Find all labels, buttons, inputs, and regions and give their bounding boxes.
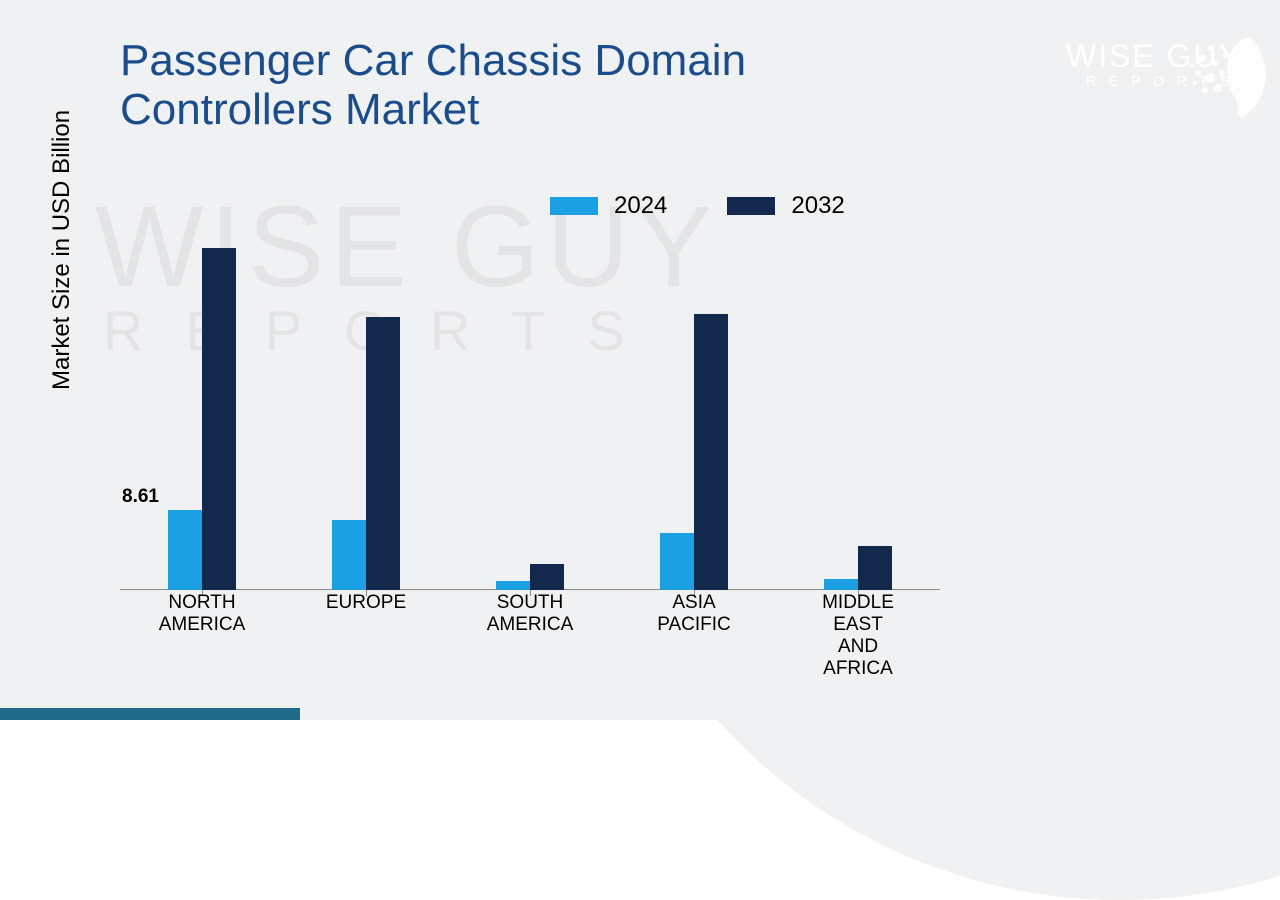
brand-logo: WISE GUY REPORTS: [1066, 38, 1242, 90]
chart-plot-area: 8.61: [120, 220, 940, 590]
x-axis-category-label: MIDDLE EAST AND AFRICA: [793, 592, 923, 679]
chart-title: Passenger Car Chassis Domain Controllers…: [120, 36, 860, 135]
x-axis-category-label: ASIA PACIFIC: [629, 592, 759, 679]
legend-swatch-2024: [550, 197, 598, 215]
x-axis-category-label: EUROPE: [301, 592, 431, 679]
bar: [694, 314, 728, 590]
bar-group: [496, 564, 564, 590]
y-axis-label: Market Size in USD Billion: [48, 110, 76, 390]
logo-text-main: WISE GUY: [1066, 38, 1242, 75]
bar-value-label: 8.61: [122, 486, 159, 508]
bar: [824, 579, 858, 590]
x-axis-labels: NORTH AMERICA EUROPE SOUTH AMERICA ASIA PAC…: [120, 592, 940, 679]
bar: [496, 581, 530, 590]
x-axis-category-label: SOUTH AMERICA: [465, 592, 595, 679]
bottom-accent-bar: [0, 708, 300, 720]
bar-groups: 8.61: [120, 220, 940, 590]
bar-group: [332, 317, 400, 590]
bar: [660, 533, 694, 590]
bar-group: 8.61: [168, 248, 236, 590]
logo-text-sub: REPORTS: [1066, 73, 1242, 90]
bar: [858, 546, 892, 590]
bar: [168, 510, 202, 590]
bar: [332, 520, 366, 590]
bar: [530, 564, 564, 590]
bar-group: [660, 314, 728, 590]
x-axis-category-label: NORTH AMERICA: [137, 592, 267, 679]
bar-group: [824, 546, 892, 590]
legend-label: 2024: [614, 192, 667, 220]
chart-legend: 2024 2032: [550, 192, 845, 220]
bar: [366, 317, 400, 590]
bar: [202, 248, 236, 590]
legend-label: 2032: [791, 192, 844, 220]
legend-swatch-2032: [727, 197, 775, 215]
legend-item: 2032: [727, 192, 844, 220]
legend-item: 2024: [550, 192, 667, 220]
